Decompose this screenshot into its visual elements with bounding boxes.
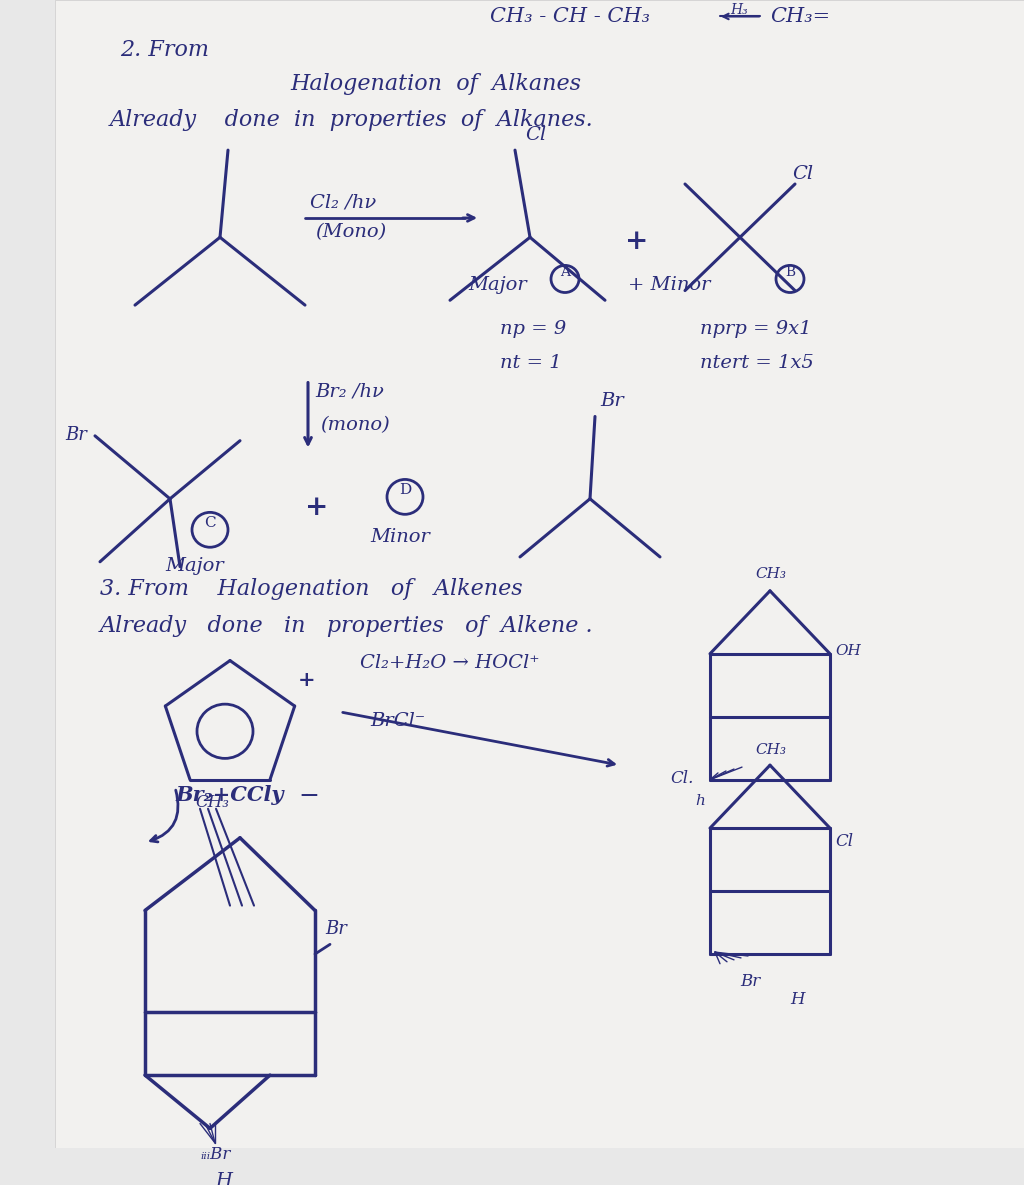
Text: Cl.: Cl.	[670, 770, 693, 787]
Text: Cl₂ /hν: Cl₂ /hν	[310, 193, 376, 212]
Text: −: −	[298, 784, 319, 807]
Text: 3. From    Halogenation   of   Alkenes: 3. From Halogenation of Alkenes	[100, 578, 522, 601]
Text: Major: Major	[165, 557, 224, 575]
Text: C: C	[204, 515, 216, 530]
Text: Cl: Cl	[835, 833, 853, 850]
Text: CH₃: CH₃	[195, 794, 229, 812]
Text: Cl₂+H₂O → HOCl⁺: Cl₂+H₂O → HOCl⁺	[360, 654, 540, 672]
Text: (Mono): (Mono)	[315, 223, 386, 241]
Text: 2. From: 2. From	[120, 39, 209, 60]
Text: A: A	[560, 265, 570, 280]
Text: nt = 1: nt = 1	[500, 353, 561, 372]
Text: + Minor: + Minor	[628, 276, 711, 294]
Text: Br: Br	[325, 920, 347, 939]
Text: nprp = 9x1: nprp = 9x1	[700, 320, 811, 338]
Text: h: h	[695, 794, 705, 808]
Text: Br: Br	[600, 392, 624, 410]
Text: CH₃ - CH - CH₃: CH₃ - CH - CH₃	[490, 7, 650, 26]
Text: +: +	[625, 228, 648, 255]
Text: Cl: Cl	[525, 126, 546, 143]
Text: Br: Br	[740, 973, 760, 991]
Text: H: H	[790, 991, 805, 1007]
Text: Major: Major	[468, 276, 526, 294]
Text: +: +	[298, 671, 315, 690]
Text: (mono): (mono)	[319, 416, 390, 435]
Text: H: H	[215, 1172, 232, 1185]
Text: ᵢᵢᵢBr: ᵢᵢᵢBr	[200, 1146, 230, 1162]
Text: np = 9: np = 9	[500, 320, 566, 338]
Text: Minor: Minor	[370, 527, 430, 546]
Text: CH₃: CH₃	[755, 566, 786, 581]
Text: Br₂ /hν: Br₂ /hν	[315, 383, 384, 401]
Text: ntert = 1x5: ntert = 1x5	[700, 353, 814, 372]
Text: CH₃: CH₃	[755, 743, 786, 757]
Text: Halogenation  of  Alkanes: Halogenation of Alkanes	[290, 72, 581, 95]
Text: Already    done  in  properties  of  Alkanes.: Already done in properties of Alkanes.	[110, 109, 594, 132]
Text: Cl: Cl	[792, 165, 813, 182]
Text: B: B	[785, 265, 795, 280]
Text: OH: OH	[835, 645, 861, 658]
Text: Br₂+CCly: Br₂+CCly	[175, 784, 284, 805]
Text: Br: Br	[65, 427, 87, 444]
Text: D: D	[399, 483, 411, 497]
Text: Already   done   in   properties   of  Alkene .: Already done in properties of Alkene .	[100, 615, 594, 638]
Text: CH₃=: CH₃=	[770, 7, 830, 26]
Text: +: +	[305, 494, 329, 521]
Text: H₃: H₃	[730, 2, 748, 17]
Text: BrCl⁻: BrCl⁻	[370, 712, 425, 730]
